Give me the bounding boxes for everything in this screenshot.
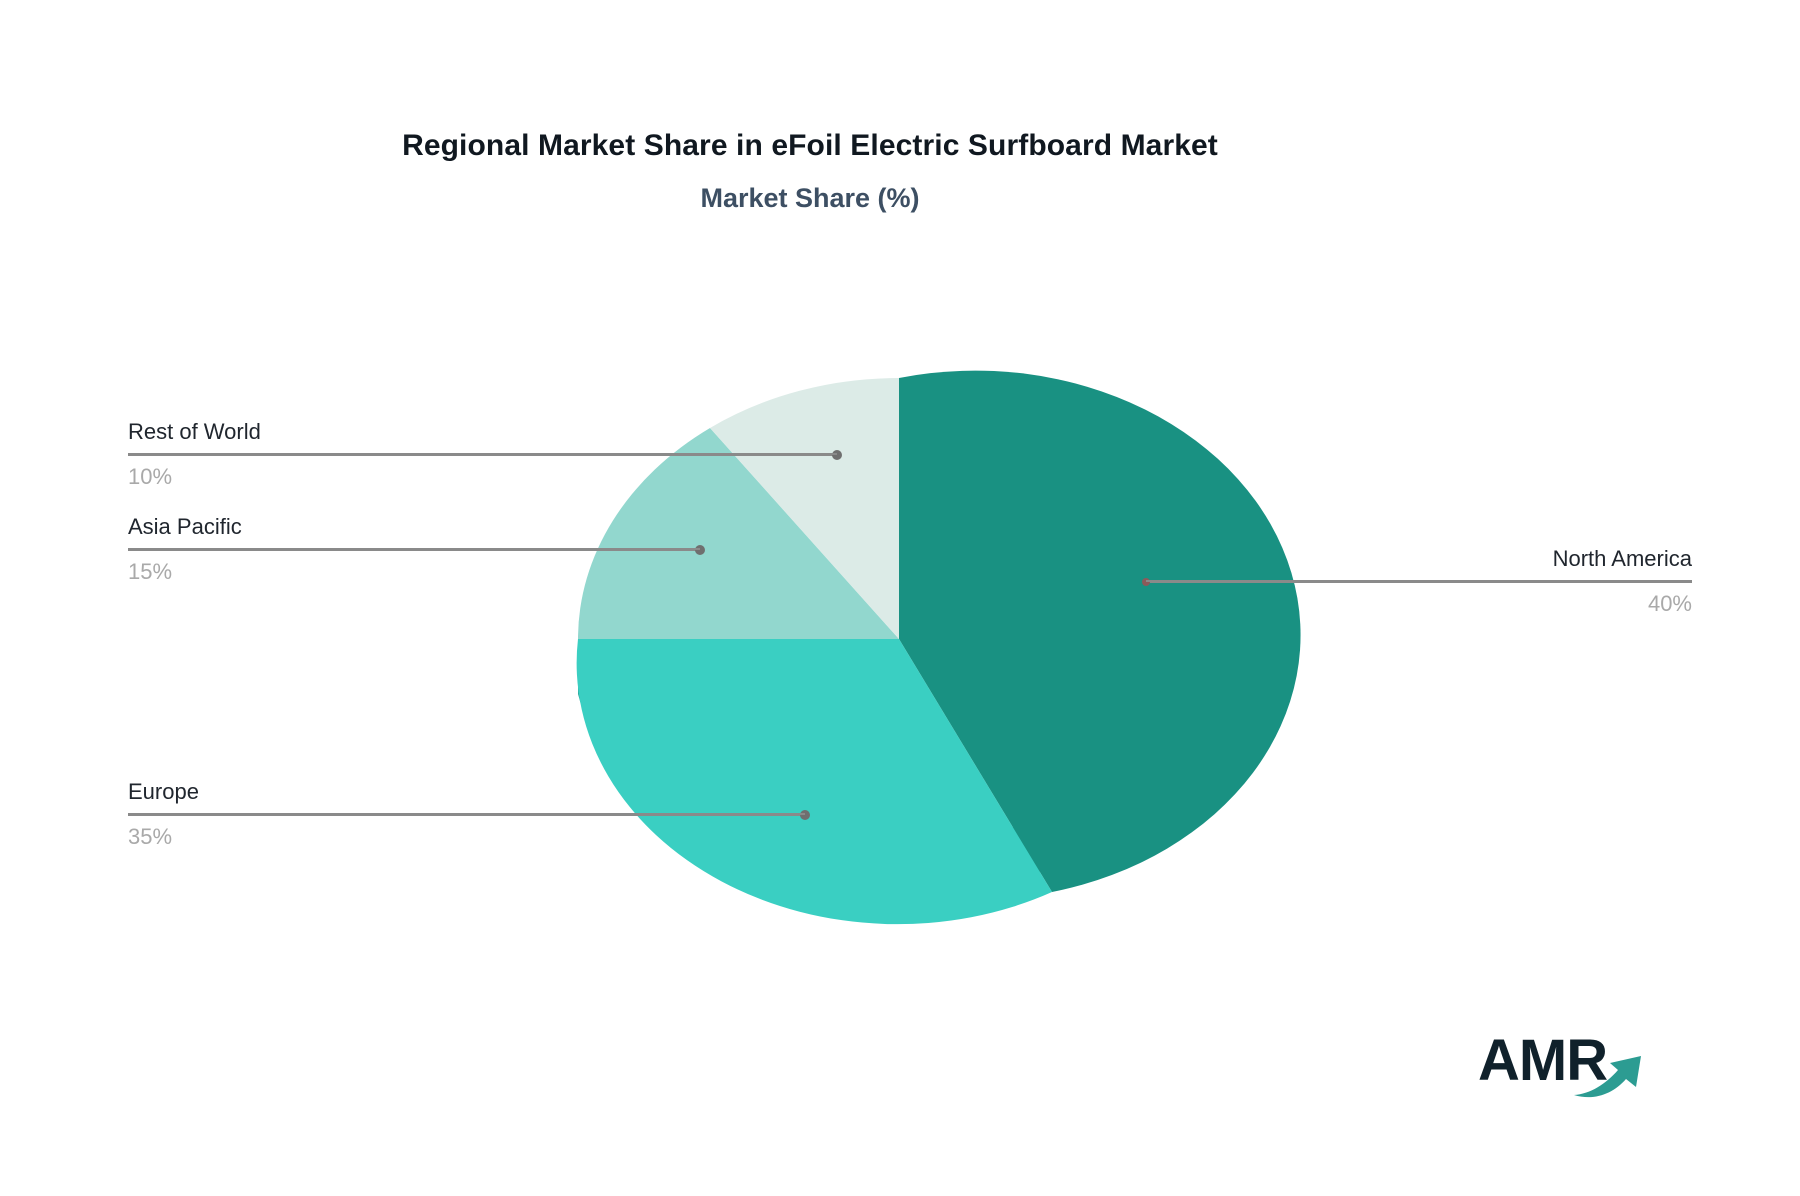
callout-value-north-america: 40% (1647, 590, 1692, 616)
callout-value-europe: 35% (128, 823, 173, 849)
callout-asia-pacific[interactable]: Asia Pacific 15% (128, 513, 700, 585)
pie-slice-rest-of-world (710, 378, 899, 639)
amr-logo[interactable]: AMR (1478, 1032, 1656, 1102)
callout-rule-north-america (1146, 579, 1692, 582)
callout-label-rest-of-world: Rest of World (128, 419, 261, 444)
callout-label-north-america: North America (1552, 546, 1692, 571)
chart-title: Regional Market Share in eFoil Electric … (402, 129, 1218, 162)
callout-north-america[interactable]: North America 40% (1146, 545, 1692, 617)
callout-rule-asia-pacific (128, 547, 700, 550)
pie-slice-europe (576, 639, 1052, 925)
callout-label-europe: Europe (128, 779, 199, 804)
growth-arrow-icon (1574, 1056, 1641, 1098)
leader-lines (128, 450, 1692, 820)
chart-subtitle: Market Share (%) (700, 183, 920, 213)
pie-slice-north-america (899, 370, 1301, 892)
chart-header: Regional Market Share in eFoil Electric … (0, 128, 1620, 214)
pie-slice-asia-pacific (578, 428, 899, 639)
callout-value-asia-pacific: 15% (128, 558, 173, 584)
callout-label-asia-pacific: Asia Pacific (128, 514, 242, 539)
callout-europe[interactable]: Europe 35% (128, 778, 805, 850)
callout-rest-of-world[interactable]: Rest of World 10% (128, 418, 837, 490)
callout-rule-europe (128, 812, 805, 815)
callout-rule-rest-of-world (128, 452, 837, 455)
amr-wordmark: AMR (1478, 1028, 1608, 1093)
callout-value-rest-of-world: 10% (128, 463, 173, 489)
